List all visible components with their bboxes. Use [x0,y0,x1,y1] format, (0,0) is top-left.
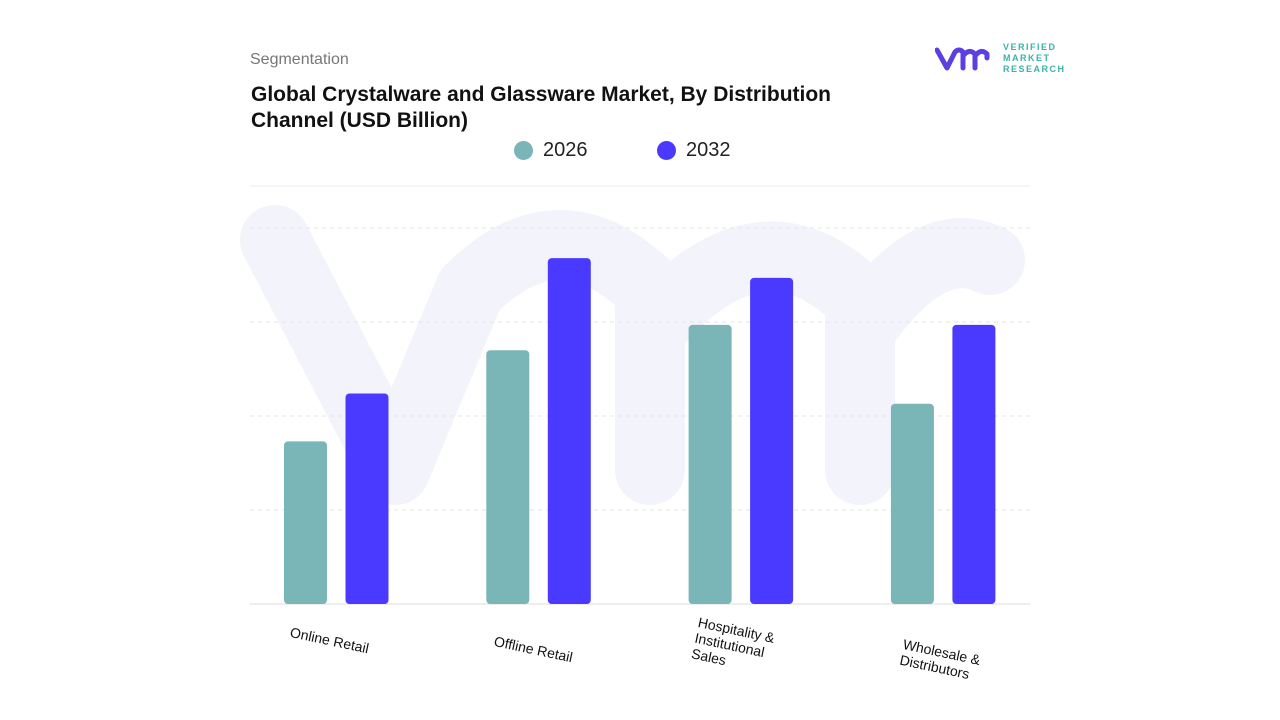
segment-label: Segmentation [250,51,349,68]
bar-2026-0 [284,441,327,604]
bar-2032-2 [750,277,794,604]
logo-text-1: VERIFIED [1003,42,1057,52]
legend-swatch-2026 [514,140,533,160]
legend-swatch-2032 [657,140,676,160]
bar-2026-2 [688,324,732,604]
legend-item-2026: 2026 [514,139,588,161]
bar-2032-0 [345,393,389,604]
legend-label-2032: 2032 [686,139,731,161]
legend-item-2032: 2032 [657,139,731,161]
bar-2026-3 [890,403,934,604]
chart-title: Global Crystalware and Glassware Market,… [251,83,832,132]
legend-label-2026: 2026 [543,139,588,161]
vmr-logo-icon [935,47,990,70]
bar-2032-3 [952,324,996,604]
watermark [240,205,1025,505]
bar-2032-1 [547,258,591,604]
bar-2026-1 [486,350,530,604]
logo-text-2: MARKET [1003,53,1051,63]
logo-text-3: RESEARCH [1003,64,1066,74]
logo: VERIFIED MARKET RESEARCH [935,42,1066,75]
